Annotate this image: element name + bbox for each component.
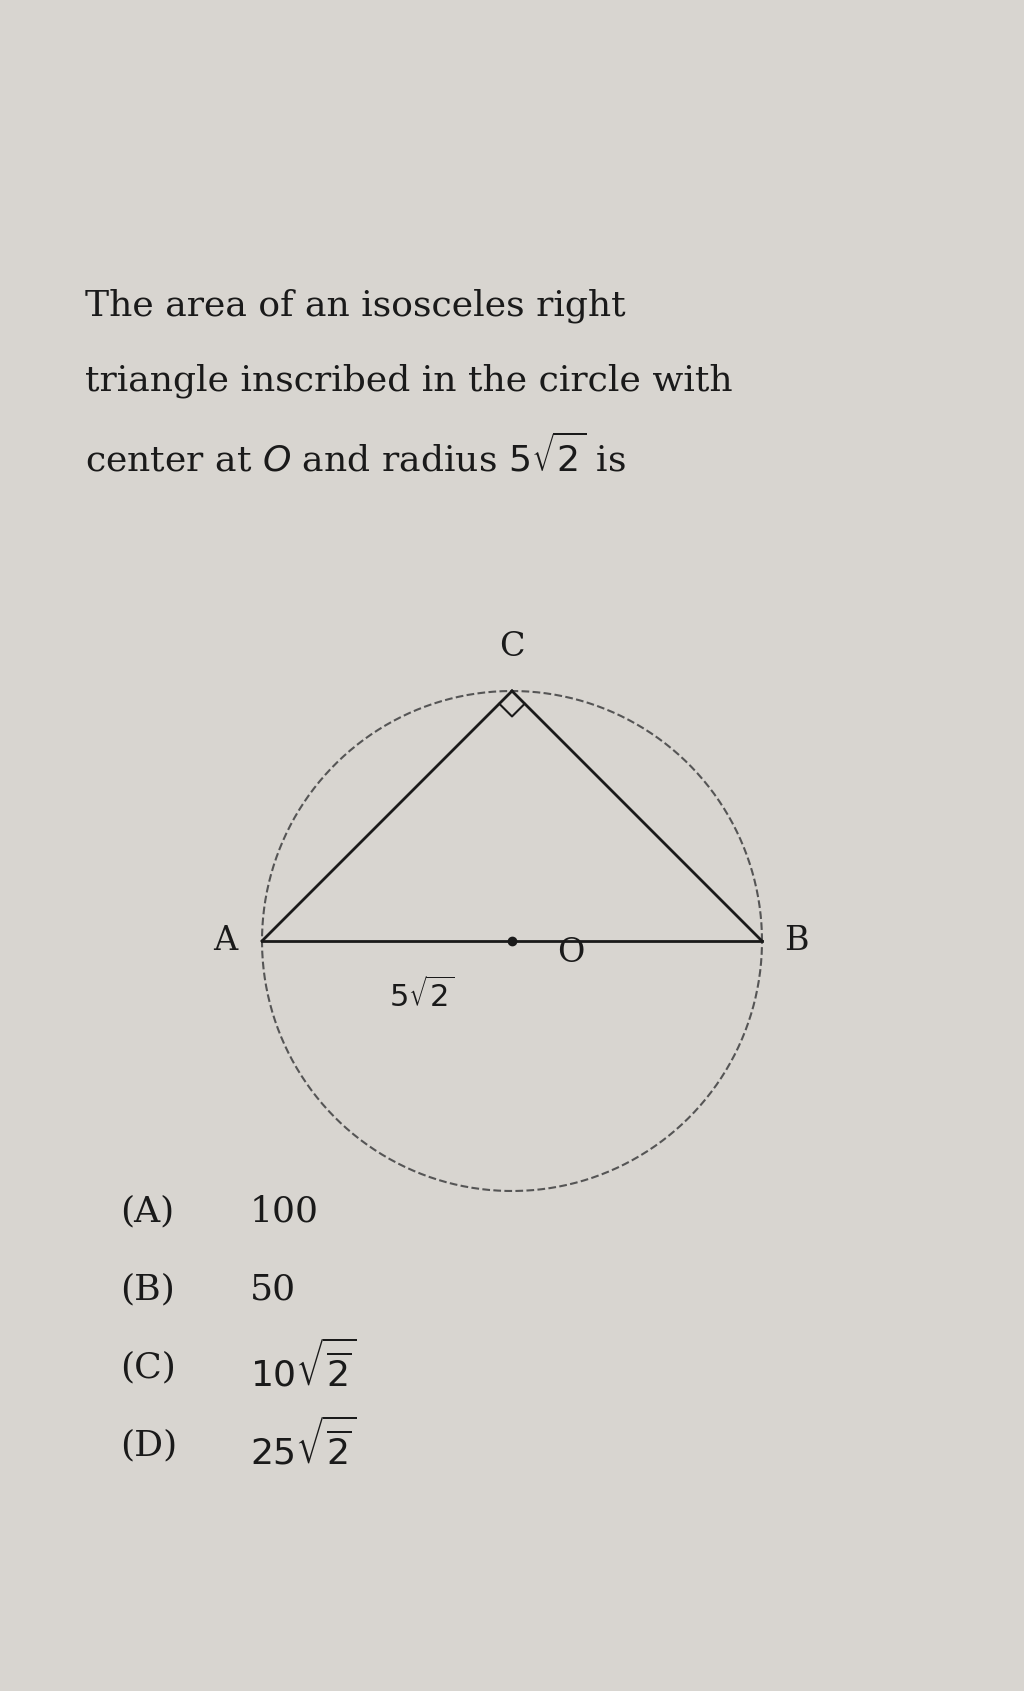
Text: (D): (D) <box>120 1427 177 1463</box>
Text: 50: 50 <box>250 1272 296 1305</box>
Text: (B): (B) <box>120 1272 175 1305</box>
Text: $10\sqrt{\overline{2}}$: $10\sqrt{\overline{2}}$ <box>250 1341 356 1393</box>
Text: (A): (A) <box>120 1194 174 1228</box>
Text: $25\sqrt{\overline{2}}$: $25\sqrt{\overline{2}}$ <box>250 1419 356 1471</box>
Text: $5\sqrt{2}$: $5\sqrt{2}$ <box>389 977 455 1015</box>
Text: C: C <box>500 631 524 663</box>
Text: B: B <box>784 925 809 957</box>
Text: A: A <box>213 925 237 957</box>
Text: triangle inscribed in the circle with: triangle inscribed in the circle with <box>85 364 732 399</box>
Text: The area of an isosceles right: The area of an isosceles right <box>85 289 626 323</box>
Text: 100: 100 <box>250 1194 319 1228</box>
Text: O: O <box>557 937 585 969</box>
Text: (C): (C) <box>120 1349 176 1383</box>
Text: center at $O$ and radius $5\sqrt{2}$ is: center at $O$ and radius $5\sqrt{2}$ is <box>85 435 626 479</box>
